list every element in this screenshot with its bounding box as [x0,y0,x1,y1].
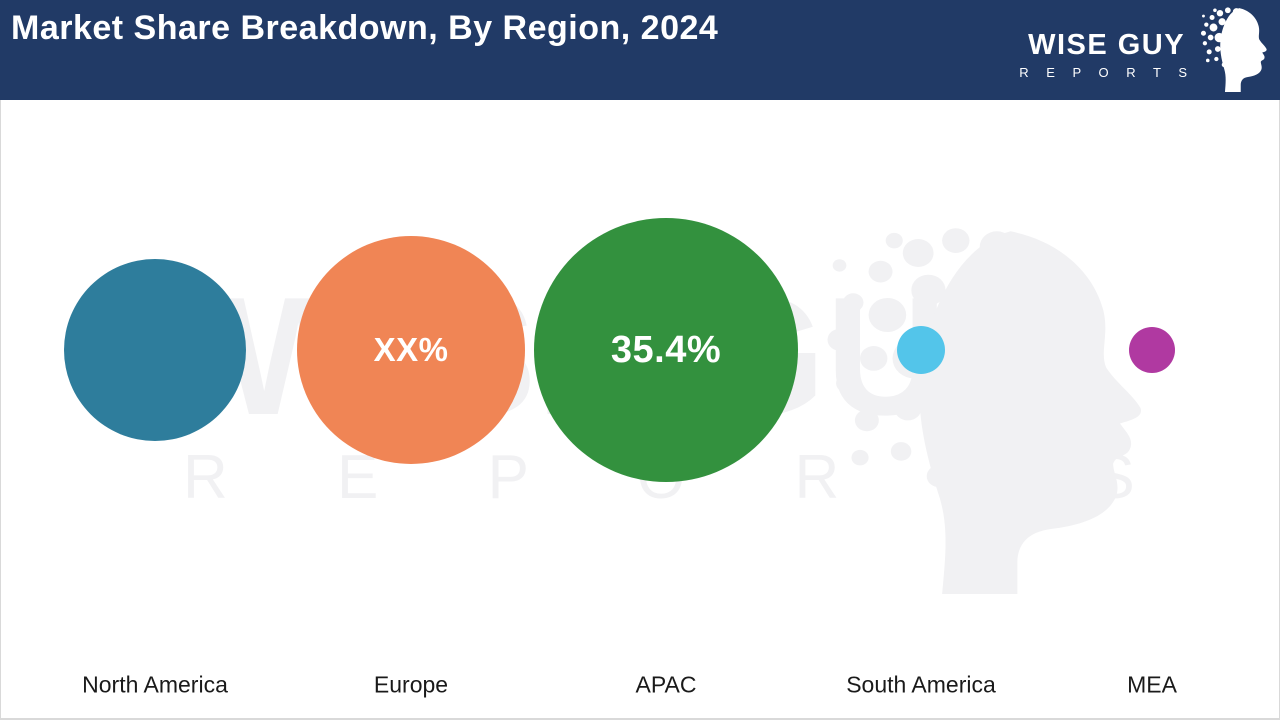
brand-logo: WISE GUY R E P O R T S [1019,6,1272,92]
category-label-north-america: North America [82,671,228,698]
category-label-mea: MEA [1127,671,1177,698]
bubble-mea [1129,327,1175,373]
bubble-apac: 35.4% [534,218,798,482]
chart-area: WISE GUY R E P O R T S XX%35.4% North Am… [0,100,1280,720]
bubble-value-label: XX% [373,331,449,368]
category-label-europe: Europe [373,671,449,698]
bubble-south-america [897,326,945,374]
bubble-value-label: 35.4% [610,328,722,371]
logo-head-icon [1200,7,1267,92]
header-bar: Market Share Breakdown, By Region, 2024 … [0,0,1280,100]
bubble-north-america [64,259,246,441]
watermark-head-icon [827,228,1142,594]
page-title: Market Share Breakdown, By Region, 2024 [11,9,719,47]
bubble-europe: XX% [297,236,525,464]
category-label-south-america: South America [846,671,996,698]
logo-wordmark: WISE GUY [1028,28,1186,61]
category-label-apac: APAC [635,671,697,698]
brand-logo-text: WISE GUY R E P O R T S [1019,29,1194,80]
logo-subtext: R E P O R T S [1019,64,1194,80]
